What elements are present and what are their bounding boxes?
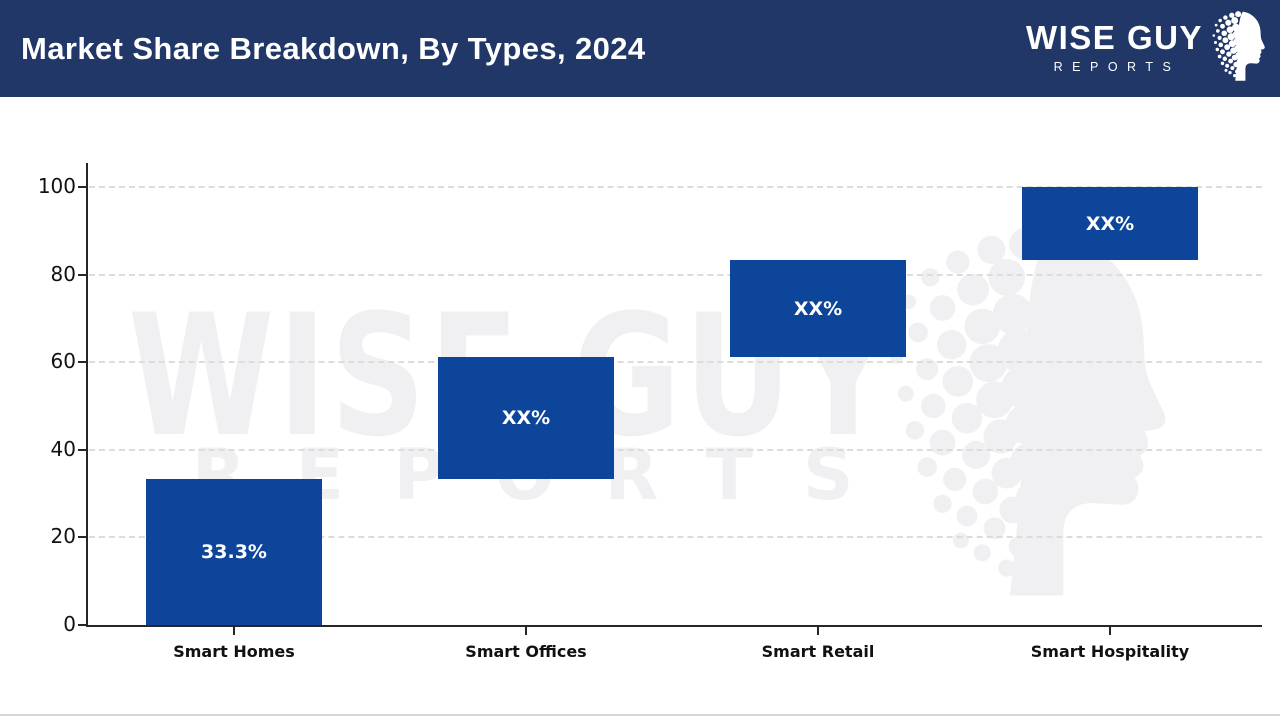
y-tick-label: 20 bbox=[50, 524, 76, 549]
y-tick-label: 0 bbox=[63, 612, 76, 636]
gridline bbox=[89, 536, 1262, 539]
x-tick-label: Smart Retail bbox=[761, 642, 875, 661]
y-tick-label: 100 bbox=[37, 174, 76, 199]
brand-logo-text: WISE GUY REPORTS bbox=[1026, 19, 1203, 74]
logo-wiseguy-text: WISE GUY bbox=[1025, 18, 1203, 56]
head-dots-icon bbox=[1212, 11, 1265, 81]
bar-label: XX% bbox=[793, 297, 843, 320]
x-tick bbox=[233, 627, 235, 635]
y-tick bbox=[78, 273, 86, 276]
bottom-divider bbox=[0, 714, 1280, 716]
gridline bbox=[89, 186, 1262, 189]
y-tick bbox=[78, 536, 86, 539]
x-tick-label: Smart Homes bbox=[173, 642, 295, 661]
x-tick-label: Smart Hospitality bbox=[1030, 642, 1190, 661]
chart-title: Market Share Breakdown, By Types, 2024 bbox=[21, 30, 646, 66]
brand-logo: WISE GUY REPORTS bbox=[1026, 8, 1266, 84]
bar-smart-hospitality bbox=[1022, 187, 1198, 261]
x-tick bbox=[817, 627, 819, 635]
y-axis bbox=[86, 163, 88, 627]
y-tick bbox=[78, 448, 86, 451]
bar-smart-homes bbox=[146, 479, 322, 625]
gridline bbox=[89, 273, 1262, 276]
x-axis bbox=[86, 625, 1262, 627]
y-tick bbox=[78, 186, 86, 189]
bar-smart-retail bbox=[730, 260, 906, 358]
bar-label: 33.3% bbox=[201, 541, 267, 564]
header: Market Share Breakdown, By Types, 2024 W… bbox=[0, 0, 1280, 97]
y-tick-label: 80 bbox=[50, 261, 76, 286]
x-tick bbox=[1109, 627, 1111, 635]
y-tick bbox=[78, 361, 86, 364]
bar-label: XX% bbox=[1085, 212, 1135, 235]
x-tick-label: Smart Offices bbox=[465, 642, 587, 661]
logo-reports-text: REPORTS bbox=[1053, 59, 1181, 74]
x-tick bbox=[525, 627, 527, 635]
gridline bbox=[89, 448, 1262, 451]
y-tick-label: 60 bbox=[50, 349, 76, 374]
y-tick-label: 40 bbox=[50, 436, 76, 461]
gridline bbox=[89, 361, 1262, 364]
bar-label: XX% bbox=[501, 407, 551, 430]
y-tick bbox=[78, 624, 86, 626]
bar-smart-offices bbox=[438, 357, 614, 480]
